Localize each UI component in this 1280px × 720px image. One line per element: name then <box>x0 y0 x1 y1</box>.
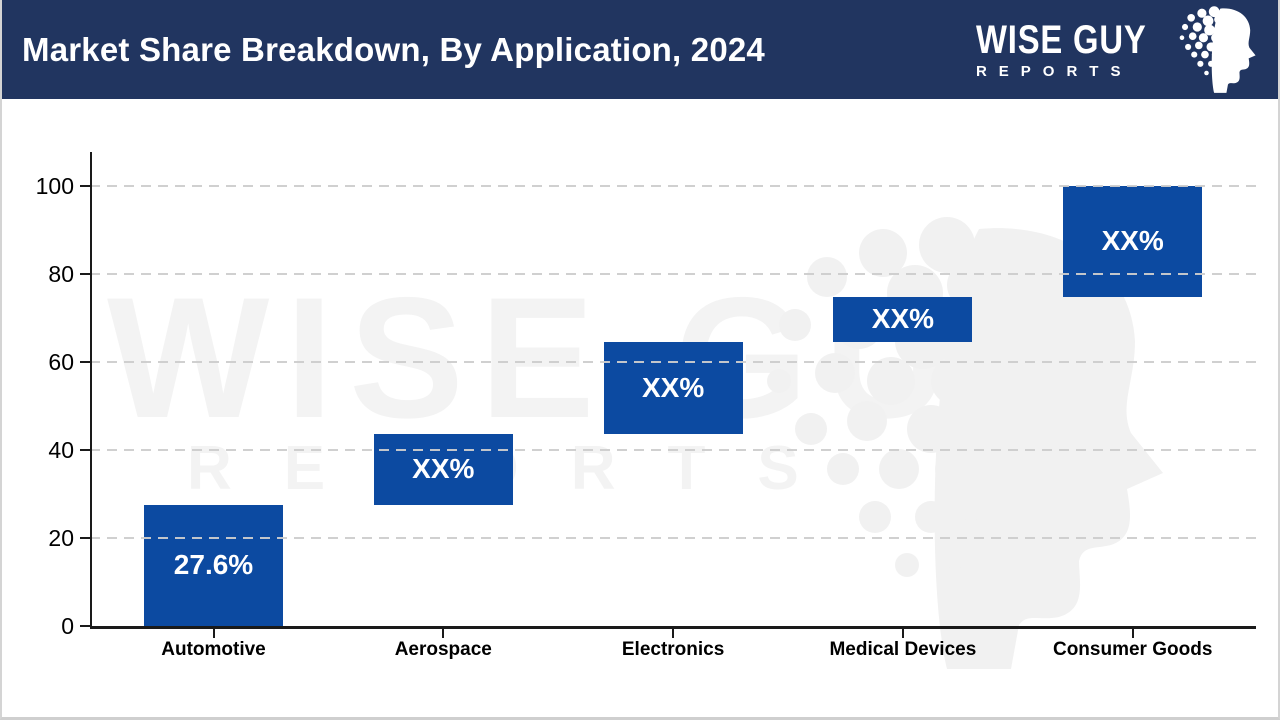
y-tick-mark <box>80 625 90 627</box>
y-tick-label: 40 <box>48 437 74 463</box>
bar-value-label: XX% <box>871 303 935 335</box>
y-tick-label: 80 <box>48 261 74 287</box>
y-axis <box>90 152 92 628</box>
x-category-label: Aerospace <box>394 639 492 660</box>
x-tick-mark <box>442 629 445 638</box>
wiseguy-logo: WISE GUY REPORTS <box>976 4 1266 96</box>
bar-automotive: 27.6% <box>144 504 283 626</box>
x-tick-mark <box>672 629 675 638</box>
x-tick-mark <box>1131 629 1134 638</box>
x-tick-mark <box>901 629 904 638</box>
logo-text: WISE GUY REPORTS <box>976 20 1184 79</box>
x-tick-mark <box>212 629 215 638</box>
bar-electronics: XX% <box>603 341 743 434</box>
bar-value-label: XX% <box>641 371 705 403</box>
gridline-40 <box>90 449 1256 451</box>
x-category-label: Medical Devices <box>829 639 977 660</box>
y-tick-label: 60 <box>48 349 74 375</box>
logo-subtitle: REPORTS <box>975 63 1133 80</box>
y-tick-label: 0 <box>61 613 74 639</box>
bar-value-label: XX% <box>412 453 475 485</box>
x-category-label: Automotive <box>161 639 266 660</box>
y-tick-mark <box>80 537 90 539</box>
y-tick-label: 20 <box>48 525 74 551</box>
chart-title: Market Share Breakdown, By Application, … <box>22 30 765 68</box>
gridline-80 <box>90 273 1256 275</box>
logo-head-icon <box>1179 5 1256 93</box>
gridline-20 <box>90 537 1256 539</box>
y-tick-mark <box>80 449 90 451</box>
x-category-label: Electronics <box>621 639 725 660</box>
y-tick-mark <box>80 185 90 187</box>
bar-aerospace: XX% <box>373 433 513 505</box>
bar-value-label: 27.6% <box>173 549 254 581</box>
bar-medical-devices: XX% <box>833 296 973 342</box>
bar-value-label: XX% <box>1101 225 1164 257</box>
x-category-label: Consumer Goods <box>1052 639 1213 660</box>
y-tick-label: 100 <box>35 173 74 199</box>
gridline-60 <box>90 361 1256 363</box>
y-tick-mark <box>80 361 90 363</box>
x-axis <box>90 626 1256 629</box>
y-tick-mark <box>80 273 90 275</box>
gridline-100 <box>90 185 1256 187</box>
bar-consumer-goods: XX% <box>1063 186 1203 297</box>
logo-wordmark: WISE GUY <box>975 18 1147 62</box>
header: Market Share Breakdown, By Application, … <box>2 0 1278 99</box>
